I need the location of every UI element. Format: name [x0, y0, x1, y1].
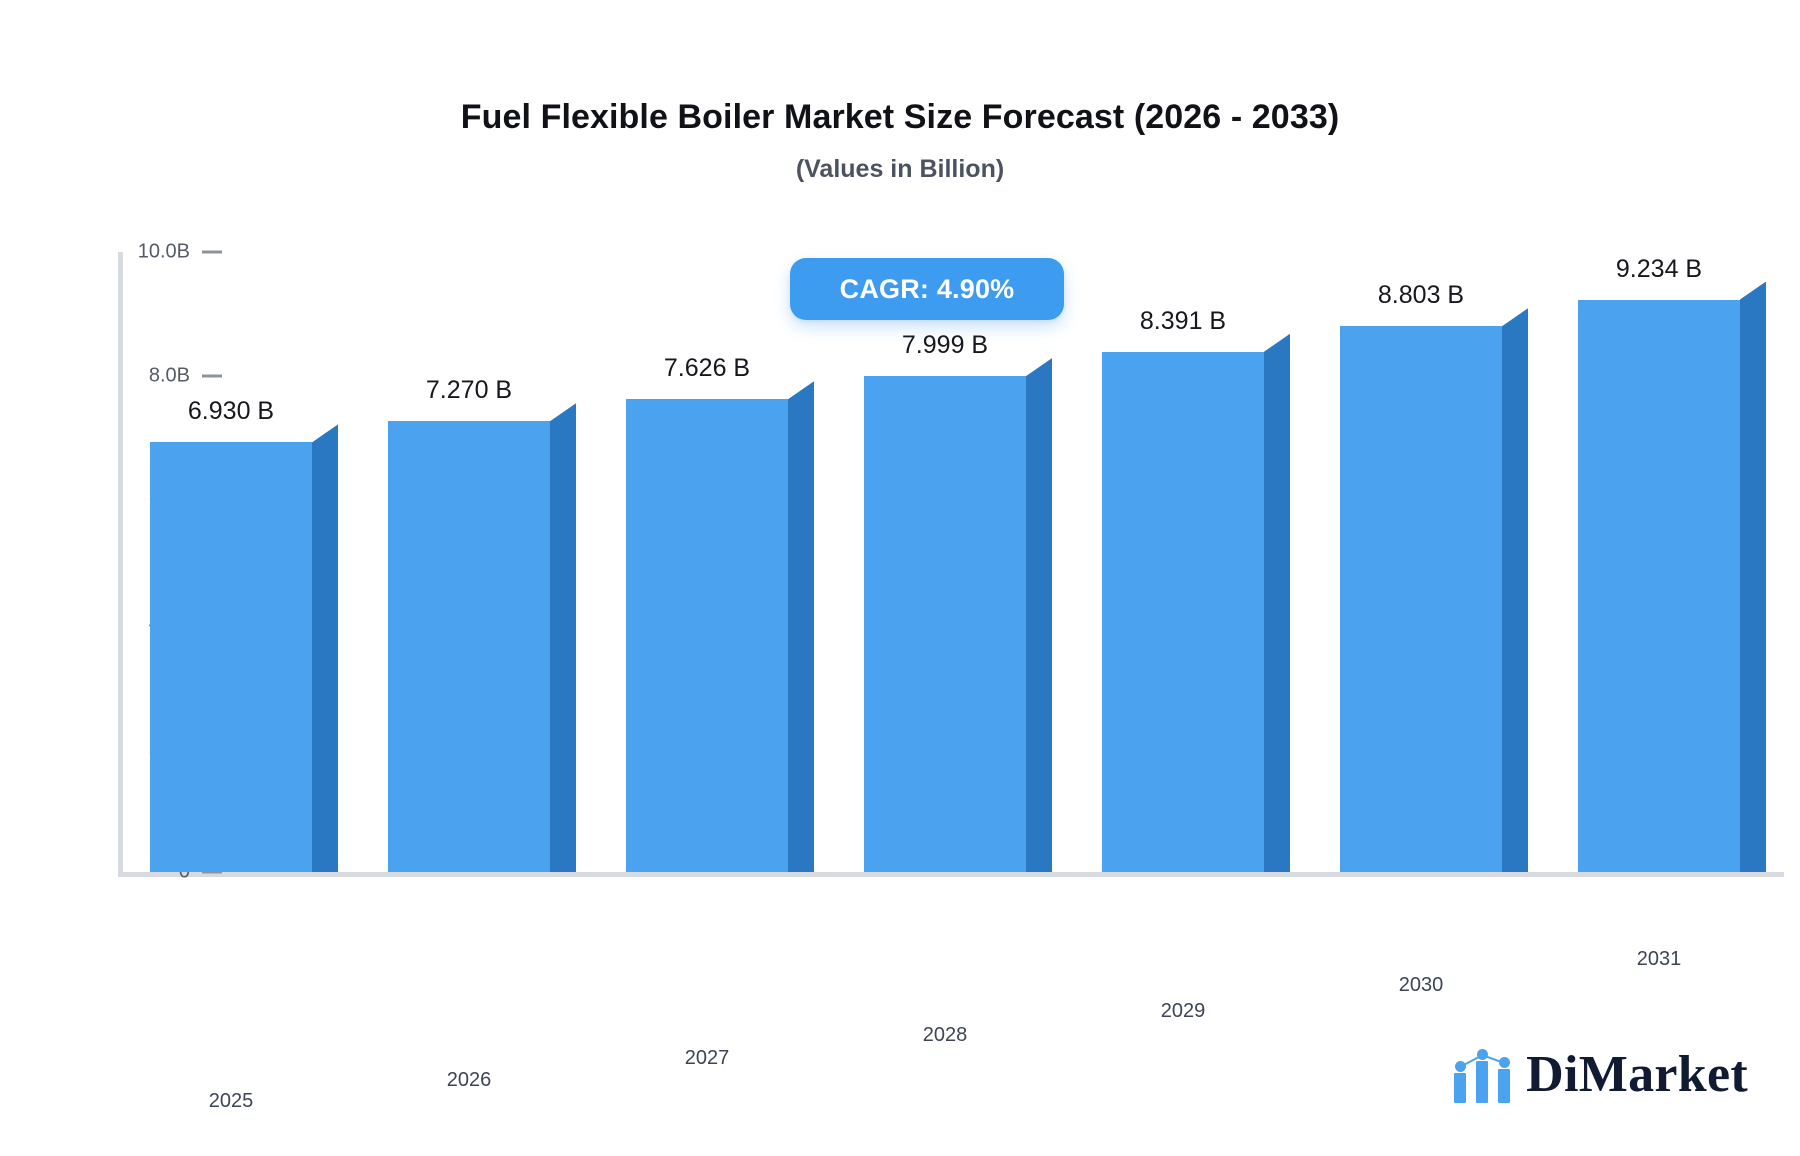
logo-text: DiMarket — [1526, 1046, 1748, 1103]
bar-chart-icon — [1454, 1047, 1512, 1103]
bar-2030[interactable]: 8.803 B 2030 — [1340, 281, 1528, 996]
bar-side-face — [788, 381, 814, 872]
title-block: Fuel Flexible Boiler Market Size Forecas… — [0, 96, 1800, 184]
cagr-badge-label: CAGR: 4.90% — [839, 273, 1015, 304]
bar-value-label: 6.930 B — [187, 397, 275, 426]
bar-side-face — [550, 403, 576, 872]
y-axis-tick-mark — [202, 374, 222, 378]
bar-side-face — [1264, 333, 1290, 872]
bar-2027[interactable]: 7.626 B 2027 — [626, 354, 814, 1069]
x-axis-tick-label: 2028 — [922, 1024, 968, 1047]
chart-subtitle: (Values in Billion) — [795, 154, 1005, 183]
bar-side-face — [1026, 358, 1052, 872]
x-axis-tick-label: 2031 — [1636, 947, 1682, 970]
bar-2031[interactable]: 9.234 B 2031 — [1578, 255, 1766, 970]
page-title: Fuel Flexible Boiler Market Size Forecas… — [460, 98, 1340, 136]
cagr-badge: CAGR: 4.90% — [790, 258, 1064, 320]
bar-2028[interactable]: 7.999 B 2028 — [864, 331, 1052, 1046]
bar-2025[interactable]: 6.930 B 2025 — [150, 397, 338, 1112]
bar-side-face — [1502, 308, 1528, 872]
bar-value-label: 7.999 B — [901, 331, 989, 360]
brand-logo: DiMarket — [1454, 1045, 1748, 1104]
x-axis-tick-label: 2026 — [446, 1069, 492, 1092]
y-axis-tick-label: 8.0B — [148, 364, 190, 387]
bar-value-label: 8.391 B — [1139, 306, 1227, 335]
y-axis-line — [118, 252, 123, 872]
x-axis-tick-label: 2030 — [1398, 974, 1444, 997]
bar-2029[interactable]: 8.391 B 2029 — [1102, 307, 1290, 1022]
bar-front-face — [1102, 351, 1264, 872]
bar-front-face — [864, 376, 1026, 872]
bar-front-face — [1578, 299, 1740, 872]
y-axis-tick-mark — [202, 250, 222, 254]
y-axis-tick-label: 10.0B — [137, 240, 190, 263]
bar-front-face — [388, 421, 550, 872]
x-axis-line — [118, 872, 1784, 877]
bar-value-label: 7.626 B — [663, 354, 751, 383]
bar-side-face — [312, 424, 338, 872]
y-axis-tick-mark — [202, 870, 222, 874]
bar-front-face — [150, 442, 312, 872]
bar-2026[interactable]: 7.270 B 2026 — [388, 376, 576, 1091]
bar-front-face — [626, 399, 788, 872]
bar-value-label: 9.234 B — [1615, 254, 1703, 283]
bar-front-face — [1340, 326, 1502, 872]
x-axis-tick-label: 2027 — [684, 1047, 730, 1070]
x-axis-tick-label: 2025 — [208, 1090, 254, 1113]
bar-value-label: 8.803 B — [1377, 281, 1465, 310]
bar-side-face — [1740, 281, 1766, 872]
bar-series: 6.930 B 2025 7.270 B 2026 7.626 B 2027 7.999 B… — [118, 252, 1784, 1112]
x-axis-tick-label: 2029 — [1160, 999, 1206, 1022]
bar-value-label: 7.270 B — [425, 376, 513, 405]
plot-area: 10.0B8.0B6.0B4.0B2.0B0 6.930 B20257.270 … — [118, 241, 1784, 1112]
